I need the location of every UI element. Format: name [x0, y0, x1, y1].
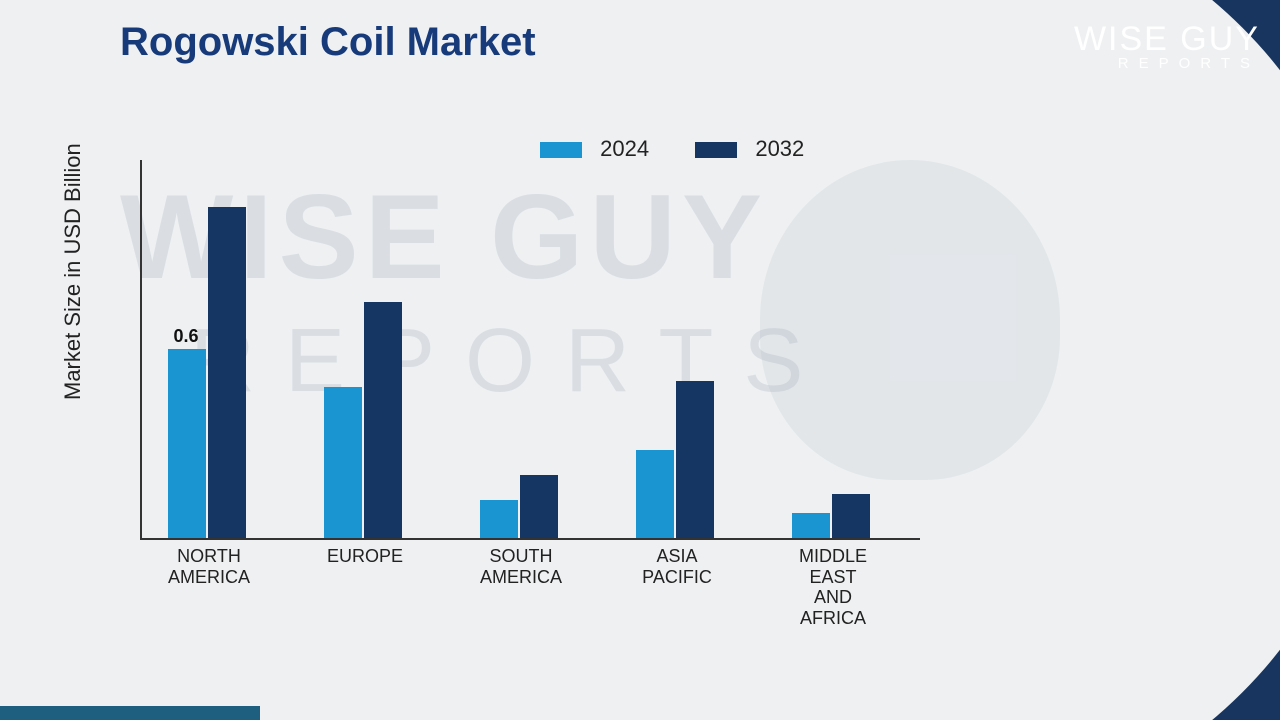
category-label: MIDDLEEASTANDAFRICA — [768, 546, 898, 629]
x-axis-line — [140, 538, 920, 540]
y-axis-line — [140, 160, 142, 540]
brand-logo: WISE GUY REPORTS — [1074, 20, 1260, 72]
bar — [324, 387, 362, 538]
legend-swatch-2024 — [540, 142, 582, 158]
bar-value-label: 0.6 — [158, 326, 214, 347]
category-label: EUROPE — [300, 546, 430, 567]
category-label: NORTHAMERICA — [144, 546, 274, 587]
chart-title: Rogowski Coil Market — [120, 20, 536, 65]
bar — [520, 475, 558, 538]
legend: 2024 2032 — [540, 136, 844, 162]
category-label: ASIAPACIFIC — [612, 546, 742, 587]
y-axis-label: Market Size in USD Billion — [60, 143, 86, 400]
legend-item-2032: 2032 — [695, 136, 804, 162]
chart-area: 2024 2032 Market Size in USD Billion 0.6… — [100, 160, 920, 660]
bar — [636, 450, 674, 538]
bar — [480, 500, 518, 538]
bar — [832, 494, 870, 538]
plot: 0.6 — [140, 160, 920, 540]
legend-swatch-2032 — [695, 142, 737, 158]
bottom-accent-bar — [0, 706, 260, 720]
stage: WISE GUY REPORTS Rogowski Coil Market WI… — [0, 0, 1280, 720]
legend-label-2032: 2032 — [755, 136, 804, 161]
bar — [208, 207, 246, 538]
bar — [168, 349, 206, 538]
category-label: SOUTHAMERICA — [456, 546, 586, 587]
bar — [676, 381, 714, 539]
bar — [792, 513, 830, 538]
brand-line1: WISE GUY — [1074, 20, 1260, 59]
legend-item-2024: 2024 — [540, 136, 649, 162]
legend-label-2024: 2024 — [600, 136, 649, 161]
bar — [364, 302, 402, 538]
